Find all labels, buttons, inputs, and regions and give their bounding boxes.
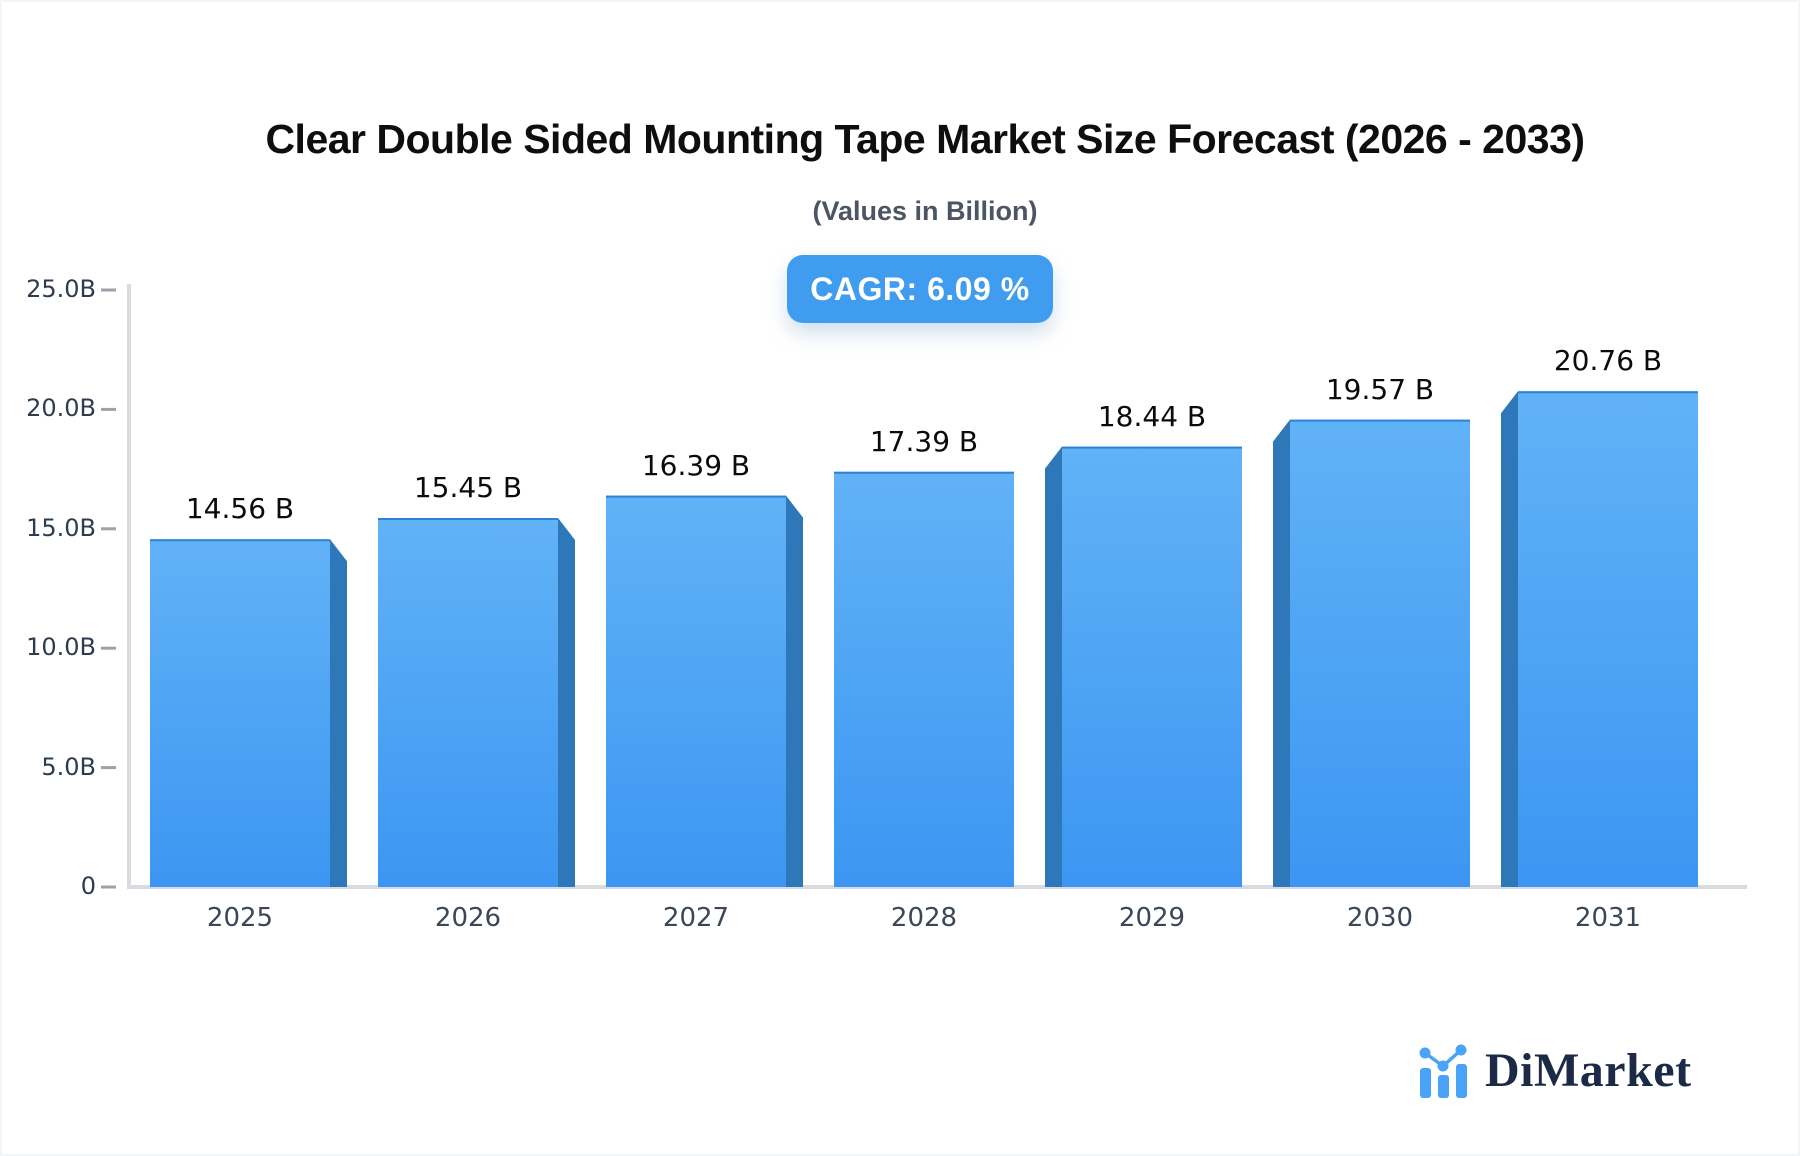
y-axis-tick-mark bbox=[101, 527, 116, 531]
bar-2029-side bbox=[1045, 446, 1062, 887]
cagr-badge: CAGR: 6.09 % bbox=[787, 255, 1053, 323]
y-axis-tick-mark bbox=[101, 766, 116, 770]
bar-2030-side bbox=[1273, 419, 1290, 887]
page-subtitle: (Values in Billion) bbox=[812, 196, 1038, 226]
bar-2025 bbox=[150, 539, 330, 887]
page-title: Clear Double Sided Mounting Tape Market … bbox=[265, 116, 1585, 162]
bar-2030 bbox=[1290, 419, 1470, 887]
bar-2031 bbox=[1518, 391, 1698, 887]
y-axis-line bbox=[127, 284, 131, 887]
bar-chart-logo-icon bbox=[1419, 1044, 1467, 1098]
bar-2025-side bbox=[330, 539, 347, 887]
bar-2026 bbox=[378, 518, 558, 887]
bar-2029 bbox=[1062, 446, 1242, 887]
dimarket-logo: DiMarket bbox=[1418, 1042, 1692, 1098]
y-axis-tick-mark bbox=[101, 407, 116, 411]
bar-2028 bbox=[834, 471, 1014, 887]
bar-2026-side bbox=[558, 518, 575, 887]
y-axis-tick-mark bbox=[101, 885, 116, 889]
bar-2027-side bbox=[786, 495, 803, 887]
brand-name: DiMarket bbox=[1485, 1043, 1692, 1097]
bar-2027 bbox=[606, 495, 786, 887]
y-axis-tick-mark bbox=[101, 288, 116, 292]
bar-2031-side bbox=[1501, 391, 1518, 887]
cagr-badge-label: CAGR: 6.09 % bbox=[810, 270, 1030, 307]
y-axis-tick-mark bbox=[101, 646, 116, 650]
